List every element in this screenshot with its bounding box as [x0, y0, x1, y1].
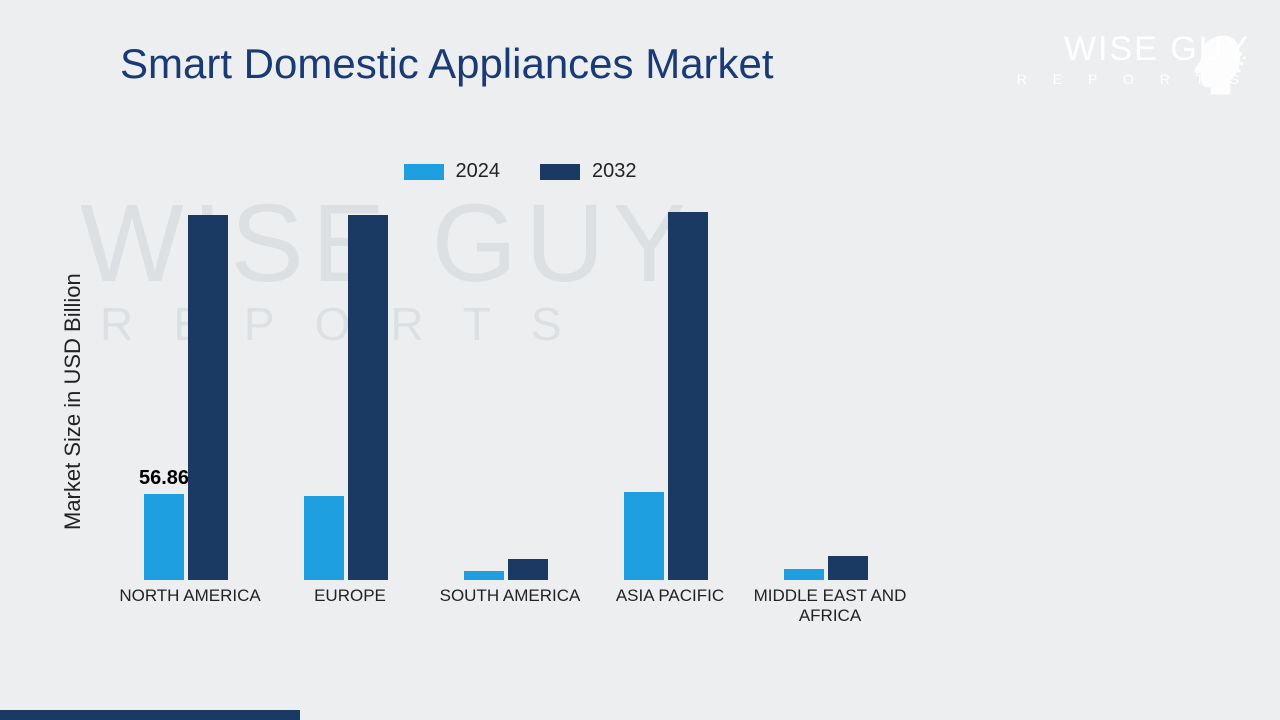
legend-item-2032: 2032	[540, 160, 637, 183]
category-label: ASIA PACIFIC	[590, 580, 750, 606]
bar	[624, 492, 664, 580]
category-label: MIDDLE EAST AND AFRICA	[750, 580, 910, 625]
category-label: SOUTH AMERICA	[430, 580, 590, 606]
head-silhouette-icon	[1180, 30, 1250, 100]
bar	[188, 215, 228, 580]
bar	[144, 494, 184, 580]
bottom-accent-bar	[0, 710, 300, 720]
legend-label: 2032	[592, 160, 637, 183]
legend-swatch	[404, 164, 444, 180]
bar	[668, 212, 708, 580]
plot-area: 56.86NORTH AMERICAEUROPESOUTH AMERICAASI…	[120, 200, 920, 580]
legend-swatch	[540, 164, 580, 180]
bar	[304, 496, 344, 580]
bar	[784, 569, 824, 580]
bar	[348, 215, 388, 580]
category-label: EUROPE	[270, 580, 430, 606]
chart-area: 20242032 56.86NORTH AMERICAEUROPESOUTH A…	[120, 170, 920, 580]
legend: 2024 2032	[120, 160, 920, 186]
chart-title: Smart Domestic Appliances Market	[120, 40, 774, 88]
bar	[828, 556, 868, 580]
bar	[464, 571, 504, 580]
legend-label: 2024	[456, 160, 501, 183]
page-root: WISE GUY R E P O R T S WISE GUY REPORTS …	[0, 0, 1280, 720]
y-axis-label: Market Size in USD Billion	[60, 273, 86, 530]
bar	[508, 559, 548, 580]
legend-item-2024: 2024	[404, 160, 501, 183]
brand-logo: WISE GUY R E P O R T S	[1017, 30, 1250, 87]
category-label: NORTH AMERICA	[110, 580, 270, 606]
